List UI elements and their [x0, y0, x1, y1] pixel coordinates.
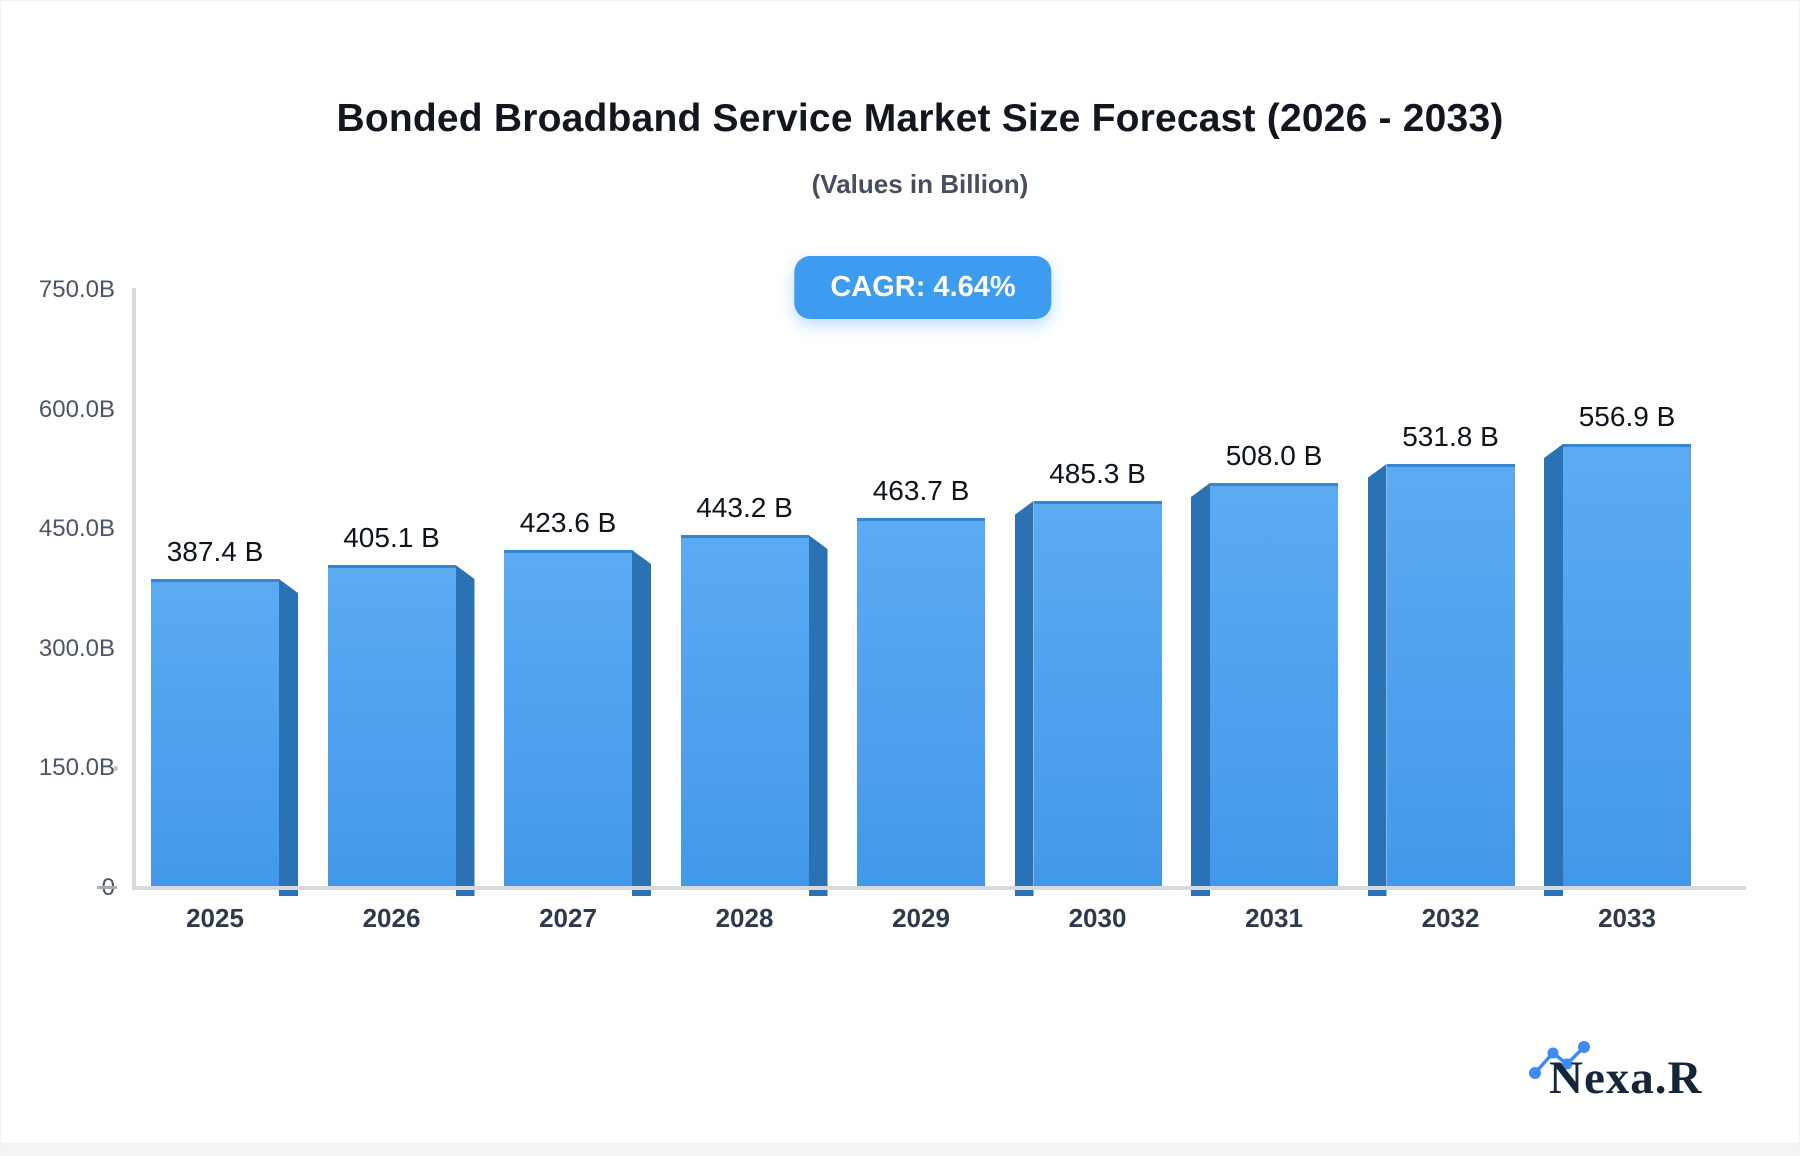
bar-face	[857, 518, 985, 888]
bar-3d-side	[1014, 501, 1034, 896]
bar-group-2033	[1544, 444, 1691, 896]
chart-subtitle: (Values in Billion)	[811, 169, 1029, 199]
bar-group-2030	[1014, 501, 1162, 896]
bar-face	[1033, 501, 1162, 888]
bar-value-label: 531.8 B	[1402, 421, 1499, 452]
x-axis-label: 2027	[539, 903, 597, 933]
bar-face	[1210, 483, 1338, 888]
x-axis-label: 2030	[1068, 903, 1127, 933]
logo-sparkline-icon	[1529, 1041, 1590, 1079]
bar-value-label: 556.9 B	[1578, 401, 1676, 432]
bar-face	[680, 535, 809, 888]
chart-title: Bonded Broadband Service Market Size For…	[336, 97, 1504, 140]
y-axis-tick-label: 150.0B	[38, 754, 115, 782]
x-axis-line	[132, 886, 1746, 890]
bar-value-label: 387.4 B	[166, 536, 264, 567]
bar-3d-side	[279, 579, 298, 896]
bar-group-2027	[504, 550, 651, 896]
brand-logo: Nexa.R	[1525, 1037, 1765, 1127]
x-axis-label: 2033	[1598, 903, 1656, 933]
bar-3d-side	[1367, 464, 1387, 896]
bar-value-label: 405.1 B	[343, 522, 440, 553]
page-bottom-strip	[1, 1143, 1799, 1149]
x-axis-label: 2026	[362, 903, 421, 933]
bar-3d-side	[808, 535, 828, 896]
x-axis-label: 2031	[1245, 903, 1303, 933]
bar-face	[1563, 444, 1691, 888]
bar-3d-side	[1544, 444, 1563, 896]
bar-group-2028	[680, 535, 828, 896]
bar-3d-side	[1191, 483, 1210, 896]
y-axis-line	[132, 288, 136, 888]
y-axis-tick-mark	[113, 766, 118, 772]
bar-group-2026	[327, 565, 475, 896]
x-axis-label: 2025	[186, 903, 244, 933]
x-axis-label: 2028	[715, 903, 774, 933]
bar-value-label: 508.0 B	[1225, 440, 1323, 471]
x-axis-label: 2032	[1421, 903, 1480, 933]
bar-face	[504, 550, 632, 888]
bar-group-2031	[1191, 483, 1338, 896]
bar-value-label: 423.6 B	[519, 507, 617, 538]
bar-face	[1386, 464, 1515, 888]
bar-value-label: 485.3 B	[1049, 458, 1146, 489]
bar-group-2029	[857, 518, 985, 896]
y-axis-tick-label: 300.0B	[38, 634, 115, 662]
y-axis-tick-label: 750.0B	[38, 276, 115, 303]
logo-text: Nexa.R	[1549, 1052, 1703, 1104]
bar-3d-side	[455, 565, 475, 896]
bar-group-2032	[1367, 464, 1515, 896]
bar-3d-side	[632, 550, 651, 896]
bar-face	[151, 579, 279, 888]
y-axis-tick-label: 600.0B	[38, 395, 115, 423]
y-axis-tick-label: 450.0B	[38, 515, 115, 543]
bar-group-2025	[151, 579, 298, 896]
cagr-badge: CAGR: 4.64%	[794, 256, 1052, 319]
x-axis-label: 2029	[892, 903, 950, 933]
bar-face	[327, 565, 456, 888]
y-axis-tick-mark	[97, 886, 117, 889]
bar-value-label: 463.7 B	[872, 475, 970, 506]
bar-value-label: 443.2 B	[696, 492, 793, 523]
